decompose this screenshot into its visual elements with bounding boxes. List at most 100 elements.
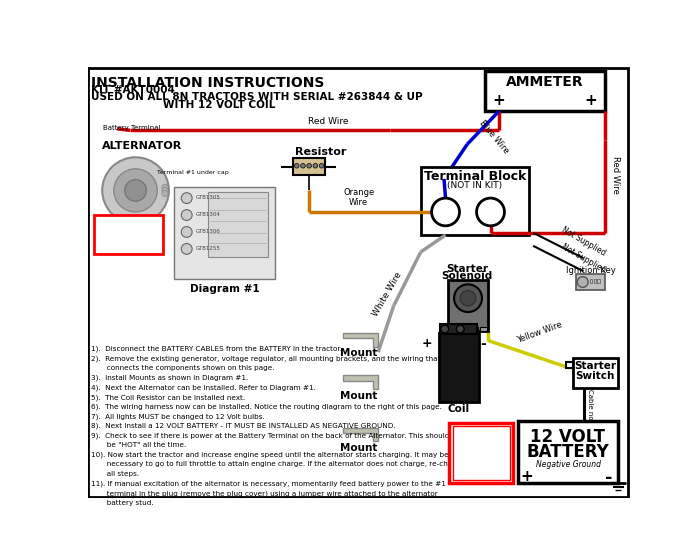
Bar [448, 281, 488, 330]
Circle shape [456, 325, 464, 333]
Text: BATTERY: BATTERY [526, 443, 610, 461]
Text: 11). If manual excitation of the alternator is necessary, momentarily feed batte: 11). If manual excitation of the alterna… [92, 480, 447, 487]
Text: Ignition Key: Ignition Key [566, 266, 615, 275]
Circle shape [102, 157, 169, 223]
Text: 12 VOLT: 12 VOLT [531, 427, 606, 446]
Circle shape [181, 244, 192, 254]
Circle shape [432, 198, 459, 226]
Text: White Wire: White Wire [371, 270, 404, 318]
Text: 8).  Next Install a 12 VOLT BATTERY - IT MUST BE INSTALLED AS NEGATIVE GROUND.: 8). Next Install a 12 VOLT BATTERY - IT … [92, 423, 396, 430]
Circle shape [181, 209, 192, 221]
Text: GTB1255: GTB1255 [196, 246, 221, 251]
Text: USED ON ALL 8N TRACTORS WITH SERIAL #263844 & UP: USED ON ALL 8N TRACTORS WITH SERIAL #263… [92, 92, 423, 102]
Text: Mount: Mount [340, 443, 377, 453]
Text: WITH 12 VOLT COIL: WITH 12 VOLT COIL [163, 100, 275, 110]
Text: (NOT IN KIT): (NOT IN KIT) [447, 181, 503, 190]
Bar [439, 333, 479, 402]
Text: Do Not Polarize: Do Not Polarize [97, 227, 161, 236]
Text: ALTERNATOR: ALTERNATOR [102, 141, 182, 151]
Bar [293, 158, 326, 175]
Text: GTB1305: GTB1305 [196, 195, 221, 200]
Bar [485, 71, 606, 111]
Text: necessary to go to full throttle to attain engine charge. If the alternator does: necessary to go to full throttle to atta… [92, 461, 461, 468]
Text: Switch: Switch [575, 371, 615, 381]
Text: 7).  All lights MUST be changed to 12 Volt bulbs.: 7). All lights MUST be changed to 12 Vol… [92, 413, 265, 420]
Text: terminal in the plug (remove the plug cover) using a jumper wire attached to the: terminal in the plug (remove the plug co… [92, 491, 438, 497]
Circle shape [162, 184, 168, 190]
Text: AMMETER: AMMETER [506, 75, 584, 89]
Circle shape [307, 164, 312, 168]
Circle shape [300, 164, 305, 168]
Text: KIT #AKT0004: KIT #AKT0004 [92, 85, 175, 95]
Bar [517, 421, 618, 483]
Bar [566, 362, 573, 368]
Text: GROUND: GROUND [462, 463, 500, 472]
Text: Starter: Starter [447, 264, 489, 273]
Text: +: + [521, 469, 533, 484]
Text: Red Wire: Red Wire [611, 156, 620, 194]
Text: Resistor: Resistor [295, 147, 346, 157]
Text: be "HOT" all the time.: be "HOT" all the time. [92, 442, 187, 448]
Circle shape [319, 164, 324, 168]
Bar [598, 279, 600, 283]
Circle shape [477, 198, 505, 226]
Bar [480, 326, 487, 332]
Text: +: + [421, 337, 433, 349]
Text: Terminal #1 under cap: Terminal #1 under cap [158, 170, 229, 175]
Bar [208, 192, 268, 258]
Text: Not Supplied: Not Supplied [560, 242, 608, 274]
Bar [452, 426, 510, 480]
Text: NOTE:: NOTE: [111, 218, 146, 228]
Text: GTB1304: GTB1304 [196, 212, 221, 217]
Circle shape [114, 169, 158, 212]
Text: -: - [480, 337, 486, 351]
Text: Blue Wire: Blue Wire [477, 118, 510, 155]
Text: Not Supplied: Not Supplied [560, 225, 608, 258]
Bar [452, 326, 459, 332]
Bar [594, 279, 596, 283]
Text: 6).  The wiring harness now can be installed. Notice the routing diagram to the : 6). The wiring harness now can be instal… [92, 404, 442, 410]
Text: 9).  Check to see if there is power at the Battery Terminal on the back of the A: 9). Check to see if there is power at th… [92, 432, 449, 439]
Text: +: + [493, 92, 505, 108]
Text: Coil: Coil [448, 404, 470, 414]
Text: GTB1306: GTB1306 [196, 229, 221, 234]
Text: battery stud.: battery stud. [92, 500, 154, 506]
Text: Cable not supplied: Cable not supplied [587, 389, 593, 454]
Bar [421, 167, 529, 235]
Text: NOTE:: NOTE: [463, 429, 499, 439]
Circle shape [125, 180, 146, 201]
Text: -: - [606, 469, 612, 487]
Circle shape [162, 190, 168, 197]
Polygon shape [343, 427, 378, 441]
Circle shape [441, 325, 449, 333]
Text: all steps.: all steps. [92, 471, 139, 477]
Text: connects the components shown on this page.: connects the components shown on this pa… [92, 365, 275, 371]
Bar [573, 358, 617, 388]
Text: Yellow Wire: Yellow Wire [515, 320, 564, 344]
Polygon shape [343, 333, 378, 347]
Text: ONLY: ONLY [470, 470, 492, 480]
Text: Mount: Mount [340, 348, 377, 358]
Text: BATTERY AS: BATTERY AS [456, 447, 506, 456]
Text: 3).  Install Mounts as shown in Diagram #1.: 3). Install Mounts as shown in Diagram #… [92, 375, 248, 381]
Text: 10). Now start the tractor and increase engine speed until the alternator starts: 10). Now start the tractor and increase … [92, 452, 449, 458]
Text: Negative Ground: Negative Ground [536, 460, 601, 469]
Bar [449, 423, 513, 483]
Text: Solenoid: Solenoid [442, 271, 493, 281]
Text: Terminal Block: Terminal Block [424, 170, 526, 183]
Bar [461, 326, 469, 332]
Circle shape [313, 164, 318, 168]
Text: the Alternator: the Alternator [99, 235, 158, 244]
Text: Orange
Wire: Orange Wire [343, 188, 374, 207]
Circle shape [461, 291, 476, 306]
Text: +: + [585, 92, 598, 108]
Circle shape [162, 187, 168, 193]
Text: Diagram #1: Diagram #1 [190, 284, 260, 295]
Circle shape [295, 164, 299, 168]
Circle shape [454, 284, 482, 312]
Bar [174, 186, 275, 279]
Text: INSTALLATION INSTRUCTIONS: INSTALLATION INSTRUCTIONS [92, 76, 325, 90]
Text: 1).  Disconnect the BATTERY CABLES from the BATTERY in the tractor.: 1). Disconnect the BATTERY CABLES from t… [92, 346, 342, 352]
Text: Starter: Starter [574, 361, 616, 371]
Text: NEGATIVE: NEGATIVE [461, 455, 502, 464]
